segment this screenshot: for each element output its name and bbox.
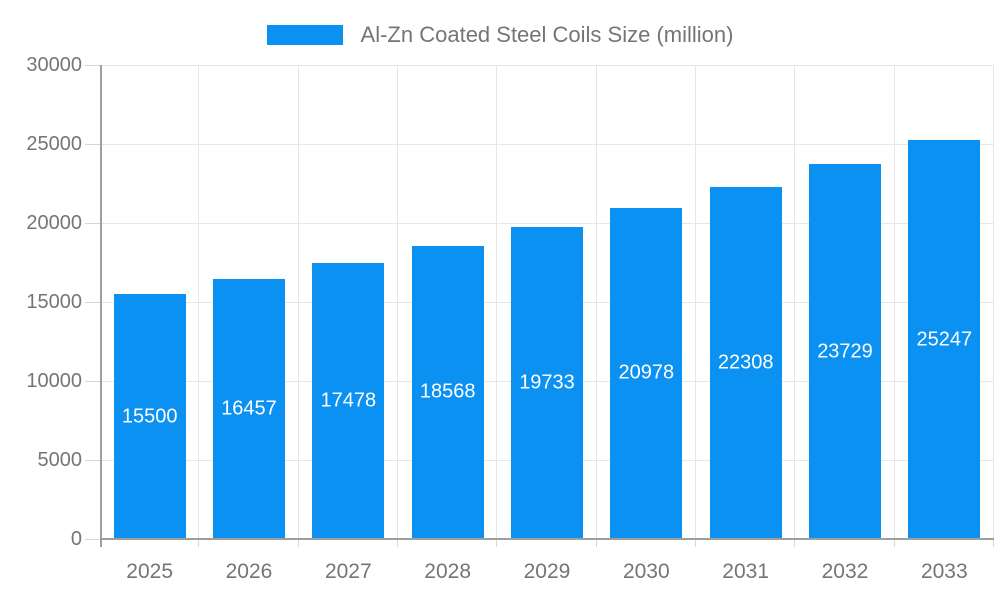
bar: 19733: [511, 227, 583, 539]
bar-value-label: 17478: [320, 389, 377, 412]
legend-item[interactable]: Al-Zn Coated Steel Coils Size (million): [0, 22, 1000, 48]
gridline-horizontal: [100, 64, 994, 66]
y-tick-label: 0: [70, 528, 82, 550]
plot-area: 15500 16457 17478 18568 19733 20978 22308 23729…: [100, 64, 994, 547]
bar-value-label: 23729: [817, 340, 873, 363]
bar-value-label: 25247: [916, 328, 973, 351]
legend-label: Al-Zn Coated Steel Coils Size (million): [360, 22, 734, 47]
x-tick-label: 2031: [722, 560, 770, 583]
y-axis-line: [100, 65, 102, 547]
y-tick-label: 30000: [26, 54, 82, 76]
gridline-vertical: [595, 65, 597, 539]
gridline-vertical: [794, 65, 796, 539]
gridline-vertical: [297, 65, 299, 539]
bar: 15500: [113, 294, 186, 539]
y-tick-label: 25000: [26, 133, 82, 155]
bar-value-label: 15500: [121, 405, 178, 428]
y-tick-mark: [85, 380, 100, 382]
y-tick-mark: [85, 538, 100, 540]
y-tick-label: 10000: [26, 370, 82, 392]
y-tick-mark: [85, 222, 100, 224]
bar: 25247: [908, 140, 981, 539]
x-tick-mark: [297, 539, 299, 547]
x-tick-label: 2032: [821, 560, 869, 583]
bar-value-label: 22308: [717, 351, 774, 374]
gridline-vertical: [893, 65, 895, 539]
x-tick-mark: [198, 539, 200, 547]
x-tick-mark: [496, 539, 498, 547]
bar: 23729: [809, 164, 881, 539]
y-tick-mark: [85, 459, 100, 461]
y-tick-mark: [85, 143, 100, 145]
bar: 18568: [411, 245, 484, 539]
bar: 16457: [213, 278, 285, 539]
legend-swatch: [266, 25, 343, 45]
y-tick-label: 15000: [26, 291, 82, 313]
bar-value-label: 16457: [221, 397, 277, 420]
y-tick-mark: [85, 301, 100, 303]
x-tick-mark: [595, 539, 597, 547]
x-tick-label: 2027: [324, 560, 372, 583]
gridline-vertical: [695, 65, 696, 539]
x-tick-mark: [695, 539, 696, 547]
x-tick-label: 2030: [622, 560, 670, 583]
x-tick-mark: [397, 539, 398, 547]
x-axis-line: [100, 538, 994, 540]
bar: 20978: [610, 207, 683, 539]
bar-value-label: 19733: [519, 371, 575, 394]
gridline-vertical: [397, 65, 398, 539]
gridline-vertical: [993, 65, 994, 539]
x-tick-mark: [893, 539, 895, 547]
x-tick-label: 2033: [920, 560, 968, 583]
gridline-vertical: [496, 65, 498, 539]
x-tick-label: 2028: [424, 560, 472, 583]
x-tick-label: 2029: [523, 560, 571, 583]
y-tick-mark: [85, 64, 100, 66]
x-tick-label: 2025: [126, 560, 174, 583]
x-tick-label: 2026: [225, 560, 273, 583]
bar-value-label: 18568: [419, 380, 476, 403]
bar-value-label: 20978: [618, 361, 675, 384]
gridline-horizontal: [100, 222, 994, 224]
y-tick-label: 5000: [37, 449, 83, 471]
bar: 22308: [709, 186, 782, 539]
bar: 17478: [312, 262, 385, 539]
x-tick-mark: [993, 539, 994, 547]
y-tick-label: 20000: [26, 212, 82, 234]
gridline-horizontal: [100, 143, 994, 145]
x-tick-mark: [794, 539, 796, 547]
gridline-vertical: [198, 65, 200, 539]
